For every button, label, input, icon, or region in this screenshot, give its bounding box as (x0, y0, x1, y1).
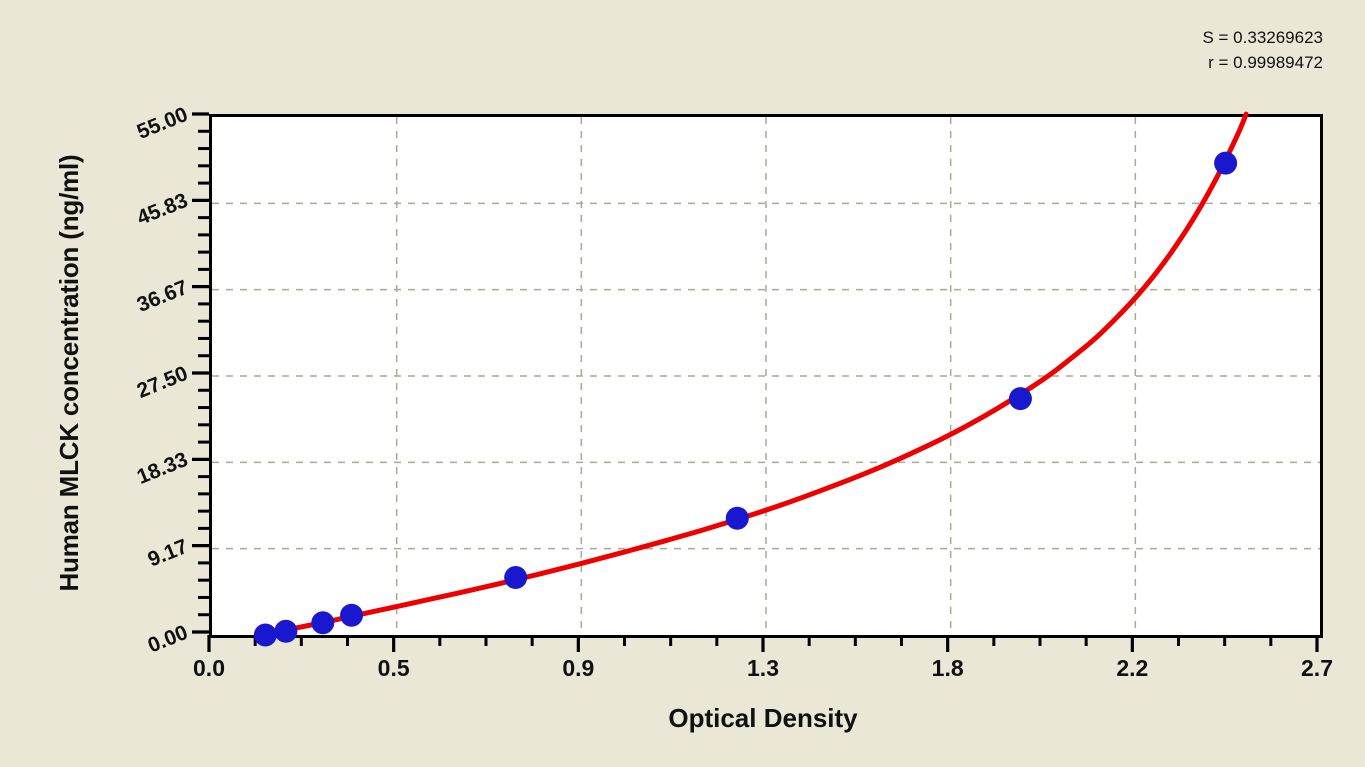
x-tick-label: 1.3 (747, 655, 779, 681)
plot-canvas (212, 111, 1320, 647)
data-points (253, 151, 1238, 647)
data-point (253, 623, 277, 647)
data-point (725, 506, 749, 530)
fit-curve (254, 111, 1249, 639)
x-axis-title: Optical Density (668, 703, 858, 733)
x-tick-label: 1.8 (931, 655, 964, 681)
data-point (504, 566, 528, 590)
plot-area (209, 111, 1323, 647)
fit-statistics: S = 0.33269623 r = 0.99989472 (1202, 26, 1323, 75)
s-value-text: S = 0.33269623 (1202, 28, 1323, 47)
x-tick-label: 0.0 (193, 655, 225, 681)
data-point (340, 603, 364, 627)
data-point (1214, 151, 1238, 175)
data-point (311, 611, 335, 635)
x-tick-label: 0.5 (377, 655, 410, 681)
data-point (1008, 387, 1032, 411)
x-tick-label: 2.7 (1301, 655, 1333, 681)
x-tick-label: 2.2 (1116, 655, 1149, 681)
gridlines (212, 117, 1320, 635)
x-tick-label: 0.9 (562, 655, 595, 681)
data-point (274, 619, 298, 643)
r-value-text: r = 0.99989472 (1208, 52, 1323, 72)
